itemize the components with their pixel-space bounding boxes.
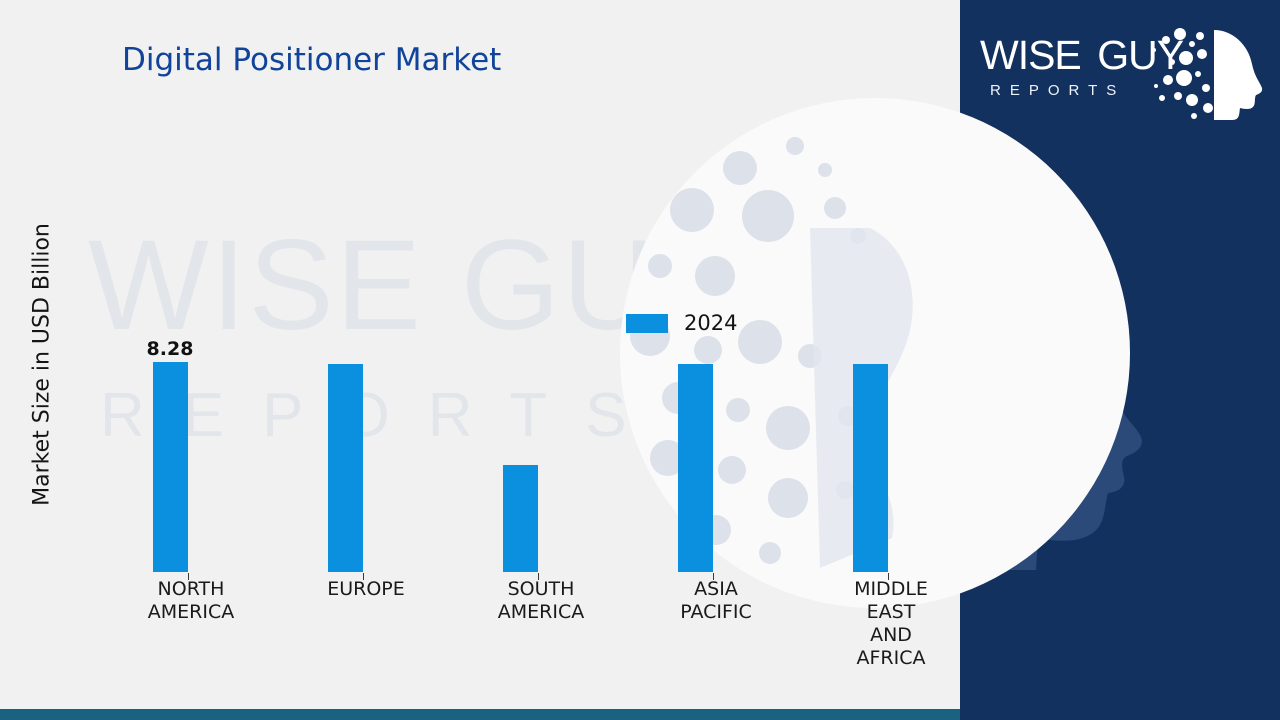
bar-4[interactable] <box>853 364 888 572</box>
logo-subtitle: REPORTS <box>990 82 1126 99</box>
brand-logo: WISE GUY REPORTS <box>978 28 1263 120</box>
legend-swatch-2024 <box>626 313 668 333</box>
axis-tick-4 <box>888 573 889 580</box>
category-label-3: ASIA PACIFIC <box>680 578 752 623</box>
logo-head-dots-icon <box>1152 28 1263 120</box>
plot-area: Market Size in USD Billion 8.28 NORTH AM… <box>29 223 928 669</box>
bar-2[interactable] <box>503 465 538 572</box>
chart-title: Digital Positioner Market <box>122 42 502 78</box>
axis-tick-1 <box>363 573 364 580</box>
bar-3[interactable] <box>678 364 713 572</box>
chart-legend: 2024 <box>626 311 737 335</box>
logo-word-wise: WISE <box>980 32 1082 78</box>
axis-tick-0 <box>188 573 189 580</box>
bar-0[interactable] <box>153 362 188 572</box>
category-label-0: NORTH AMERICA <box>147 578 235 623</box>
y-axis-label: Market Size in USD Billion <box>29 223 55 506</box>
category-label-2: SOUTH AMERICA <box>497 578 585 623</box>
bar-value-0: 8.28 <box>146 338 194 360</box>
category-label-1: EUROPE <box>327 578 405 600</box>
legend-label-2024: 2024 <box>684 311 738 335</box>
bottom-accent-strip <box>0 709 960 720</box>
axis-tick-3 <box>713 573 714 580</box>
bar-1[interactable] <box>328 364 363 572</box>
axis-tick-2 <box>538 573 539 580</box>
category-label-4: MIDDLE EAST AND AFRICA <box>854 578 928 669</box>
